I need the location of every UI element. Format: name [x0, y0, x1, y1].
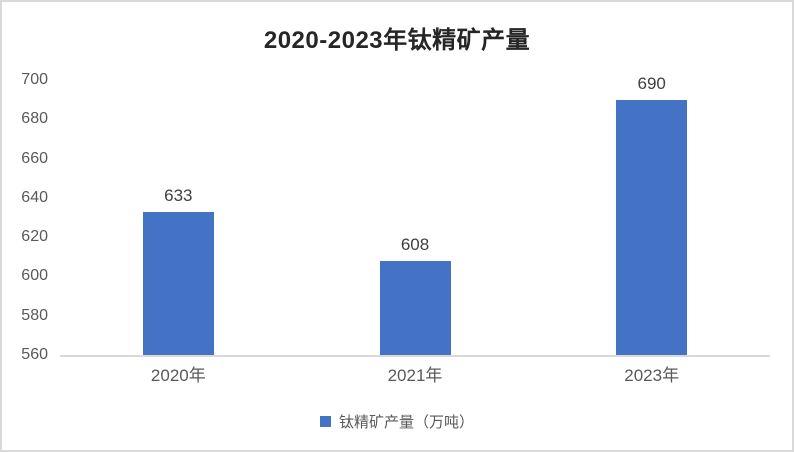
legend-swatch-icon	[319, 416, 331, 427]
bar-column: 608	[297, 80, 534, 355]
chart-title: 2020-2023年钛精矿产量	[263, 27, 531, 54]
x-tick-label: 2020年	[150, 366, 206, 385]
y-tick-label: 660	[21, 149, 48, 167]
y-axis: 560 580 600 620 640 660 680 700	[2, 71, 48, 363]
x-axis: 2020年 2021年 2023年	[60, 361, 770, 386]
bar-column: 690	[533, 74, 770, 355]
legend: 钛精矿产量（万吨）	[2, 411, 792, 432]
plot-columns: 633 608 690	[60, 74, 770, 355]
y-tick-label: 700	[21, 71, 48, 88]
bar	[379, 260, 451, 355]
bar-value-label: 690	[637, 73, 666, 93]
y-tick-label: 580	[21, 306, 48, 324]
bar-value-label: 633	[164, 185, 193, 205]
y-tick-label: 680	[21, 110, 48, 128]
y-tick-label: 560	[21, 346, 48, 363]
y-tick-label: 640	[21, 188, 48, 206]
legend-label: 钛精矿产量（万吨）	[338, 414, 474, 431]
bar-column: 633	[60, 80, 297, 355]
bar-value-label: 608	[400, 234, 430, 254]
y-tick-label: 600	[21, 267, 48, 285]
x-tick-label: 2023年	[624, 366, 680, 385]
x-tick-label: 2021年	[387, 366, 443, 385]
bar	[142, 211, 214, 355]
y-tick-label: 620	[21, 228, 48, 246]
bar	[616, 99, 688, 355]
plot-area: 633 608 690	[60, 74, 770, 357]
